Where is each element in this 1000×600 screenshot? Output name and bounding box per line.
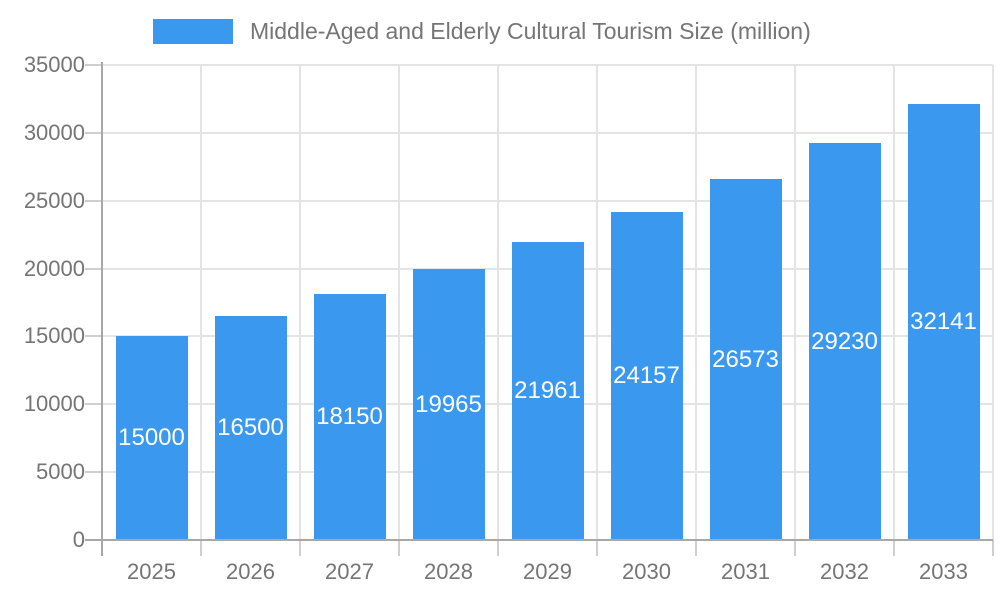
y-tick [85,64,102,66]
legend-label: Middle-Aged and Elderly Cultural Tourism… [250,18,811,44]
x-tick [794,540,796,556]
x-tick [299,540,301,556]
bar [809,143,881,540]
x-tick-label: 2033 [919,559,968,584]
bar-value-label: 24157 [613,362,680,389]
bar-value-label: 21961 [514,377,581,404]
v-gridline [497,65,499,540]
v-gridline [695,65,697,540]
y-tick-label: 15000 [23,323,85,348]
bar [116,336,188,540]
bar [512,242,584,540]
y-tick [85,471,102,473]
bar-value-label: 18150 [316,403,383,430]
v-gridline [398,65,400,540]
y-tick [85,132,102,134]
x-tick-label: 2025 [127,559,176,584]
x-tick-label: 2030 [622,559,671,584]
x-tick-label: 2031 [721,559,770,584]
legend: Middle-Aged and Elderly Cultural Tourism… [153,16,811,46]
y-tick [85,403,102,405]
y-tick-label: 0 [72,527,85,552]
y-tick-label: 5000 [36,459,85,484]
y-axis-line [101,62,103,556]
bar [314,294,386,540]
h-gridline [102,200,993,202]
bar-value-label: 26573 [712,346,779,373]
bar [215,316,287,540]
y-tick-label: 10000 [23,391,85,416]
x-tick [200,540,202,556]
bar [413,269,485,540]
bar-value-label: 32141 [910,308,977,335]
x-tick [596,540,598,556]
y-tick [85,268,102,270]
bar [710,179,782,540]
x-tick-label: 2026 [226,559,275,584]
v-gridline [794,65,796,540]
x-tick-label: 2027 [325,559,374,584]
y-tick [85,200,102,202]
v-gridline [299,65,301,540]
x-tick [992,540,994,556]
bar-value-label: 16500 [217,414,284,441]
bar-value-label: 19965 [415,391,482,418]
x-tick [398,540,400,556]
v-gridline [992,65,994,540]
x-tick-label: 2029 [523,559,572,584]
y-tick-label: 35000 [23,52,85,77]
y-tick-label: 25000 [23,188,85,213]
v-gridline [893,65,895,540]
bar-value-label: 15000 [118,424,185,451]
x-tick [497,540,499,556]
bar-value-label: 29230 [811,328,878,355]
v-gridline [596,65,598,540]
x-axis-line [85,539,993,541]
x-tick-label: 2028 [424,559,473,584]
legend-swatch [153,18,233,44]
h-gridline [102,132,993,134]
v-gridline [200,65,202,540]
y-tick [85,335,102,337]
h-gridline [102,64,993,66]
x-tick [695,540,697,556]
bar [611,212,683,540]
y-tick-label: 30000 [23,120,85,145]
x-tick [893,540,895,556]
bar [908,104,980,540]
x-tick-label: 2032 [820,559,869,584]
y-tick-label: 20000 [23,256,85,281]
